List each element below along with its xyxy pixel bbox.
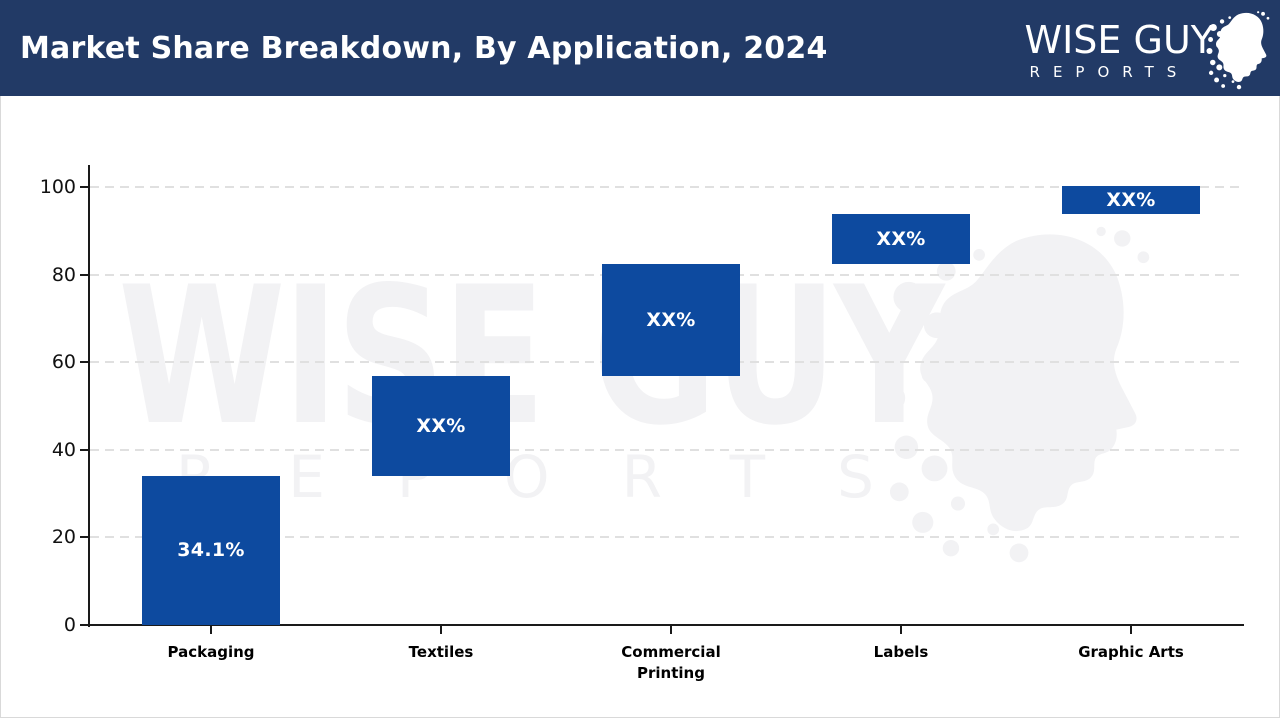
x-tick-commercial-printing: [670, 626, 672, 634]
x-tick-textiles: [440, 626, 442, 634]
gridline-100: [90, 186, 1244, 188]
x-label-line: Packaging: [167, 643, 255, 661]
y-tick-label-20: 20: [51, 526, 76, 549]
y-tick-label-60: 60: [51, 351, 76, 374]
wiseguy-logo: WISE GUY REPORTS: [1025, 6, 1272, 92]
y-tick-label-40: 40: [51, 438, 76, 461]
logo-wordmark: WISE GUY: [1024, 18, 1214, 62]
bar-packaging: 34.1%: [142, 475, 280, 625]
x-label-graphic-arts: Graphic Arts: [1041, 642, 1221, 663]
bar-value-label: XX%: [876, 228, 926, 251]
y-tick-20: [80, 536, 88, 539]
x-label-line: Labels: [873, 643, 929, 661]
bar-commercial-printing: XX%: [602, 264, 740, 377]
gridline-20: [90, 536, 1244, 539]
x-label-line: Textiles: [408, 643, 474, 661]
bar-textiles: XX%: [372, 376, 510, 476]
y-tick-80: [80, 273, 88, 276]
bar-value-label: XX%: [1106, 189, 1156, 212]
y-axis: [88, 165, 90, 627]
x-label-line: Printing: [637, 664, 705, 682]
x-tick-packaging: [210, 626, 212, 634]
y-tick-label-100: 100: [39, 176, 76, 198]
watermark-line2: REPORTS: [176, 443, 946, 511]
x-axis: [84, 624, 1244, 626]
y-tick-60: [80, 361, 88, 364]
bar-labels: XX%: [832, 214, 970, 265]
chart-area: WISE GUY REPORTS 0 20 40 60 80 100 34.1% Packag…: [0, 96, 1280, 720]
x-label-commercial-printing: Commercial Printing: [581, 642, 761, 684]
header: Market Share Breakdown, By Application, …: [0, 0, 1280, 96]
bar-graphic-arts: XX%: [1062, 186, 1200, 215]
x-tick-labels: [900, 626, 902, 634]
watermark-line1: WISE GUY: [118, 246, 944, 467]
plot: 0 20 40 60 80 100 34.1% Packaging XX% Textiles XX%…: [0, 96, 1280, 720]
gridline-40: [90, 448, 1244, 451]
bar-value-label: XX%: [416, 414, 466, 437]
y-tick-label-80: 80: [51, 263, 76, 286]
bar-value-label: XX%: [646, 309, 696, 332]
x-label-packaging: Packaging: [121, 642, 301, 663]
x-label-line: Commercial: [621, 643, 721, 661]
x-label-line: Graphic Arts: [1078, 643, 1184, 661]
y-tick-label-0: 0: [63, 614, 76, 636]
bar-value-label: 34.1%: [177, 539, 245, 562]
page-title: Market Share Breakdown, By Application, …: [20, 30, 828, 66]
x-label-labels: Labels: [811, 642, 991, 663]
y-tick-40: [80, 448, 88, 451]
head-dots-icon: [1206, 11, 1270, 90]
x-label-textiles: Textiles: [351, 642, 531, 663]
y-tick-100: [80, 186, 88, 188]
logo-text: WISE GUY REPORTS: [1025, 20, 1214, 81]
logo-subtext: REPORTS: [1029, 63, 1190, 81]
x-tick-graphic-arts: [1130, 626, 1132, 634]
